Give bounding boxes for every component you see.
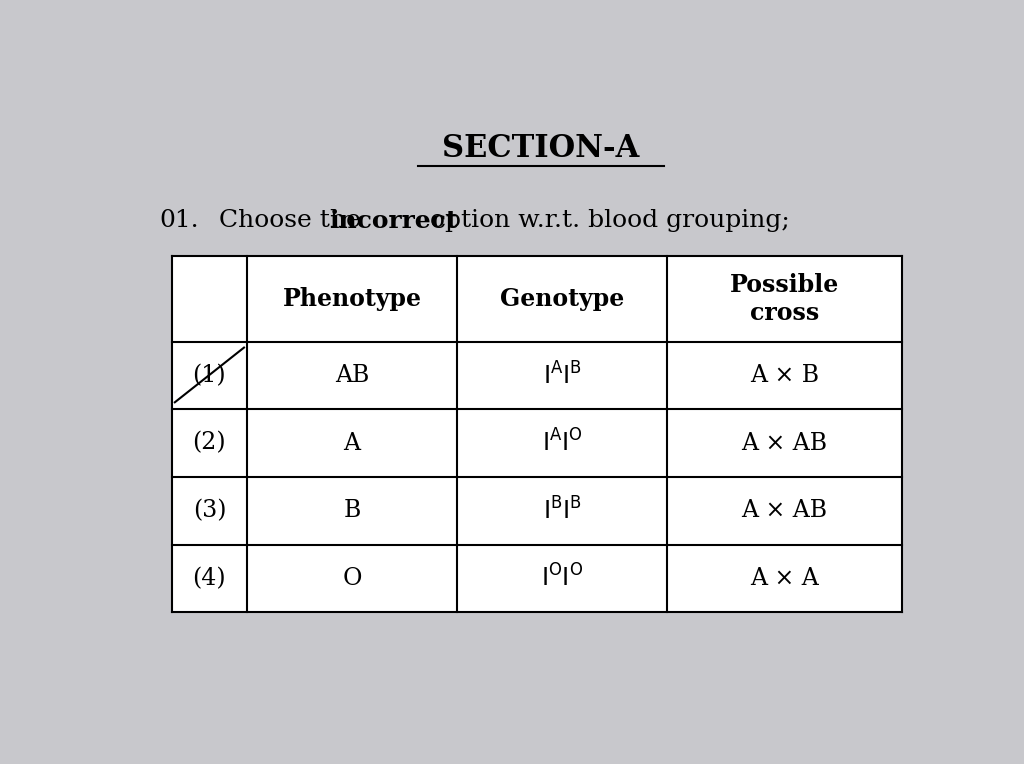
Text: A × AB: A × AB [741, 500, 827, 523]
Text: $\rm{I}^{B}\rm{I}^{B}$: $\rm{I}^{B}\rm{I}^{B}$ [543, 497, 582, 524]
Text: Phenotype: Phenotype [283, 287, 422, 311]
Text: (2): (2) [193, 432, 226, 455]
Text: B: B [343, 500, 360, 523]
Text: (3): (3) [193, 500, 226, 523]
Text: SECTION-A: SECTION-A [442, 133, 639, 163]
Text: Choose the: Choose the [219, 209, 369, 232]
Text: AB: AB [335, 364, 370, 387]
Text: A × AB: A × AB [741, 432, 827, 455]
Text: 01.: 01. [160, 209, 200, 232]
Text: Genotype: Genotype [500, 287, 624, 311]
Text: incorrect: incorrect [329, 209, 457, 233]
Text: A × B: A × B [750, 364, 819, 387]
Text: (1): (1) [193, 364, 226, 387]
Text: A: A [344, 432, 360, 455]
Text: $\rm{I}^{A}\rm{I}^{O}$: $\rm{I}^{A}\rm{I}^{O}$ [542, 429, 582, 457]
Text: $\rm{I}^{A}\rm{I}^{B}$: $\rm{I}^{A}\rm{I}^{B}$ [543, 362, 582, 389]
Text: $\rm{I}^{O}\rm{I}^{O}$: $\rm{I}^{O}\rm{I}^{O}$ [541, 565, 583, 592]
Text: Possible
cross: Possible cross [730, 274, 839, 325]
Text: option w.r.t. blood grouping;: option w.r.t. blood grouping; [422, 209, 790, 232]
Text: O: O [342, 567, 361, 590]
Text: (4): (4) [193, 567, 226, 590]
Text: A × A: A × A [750, 567, 818, 590]
